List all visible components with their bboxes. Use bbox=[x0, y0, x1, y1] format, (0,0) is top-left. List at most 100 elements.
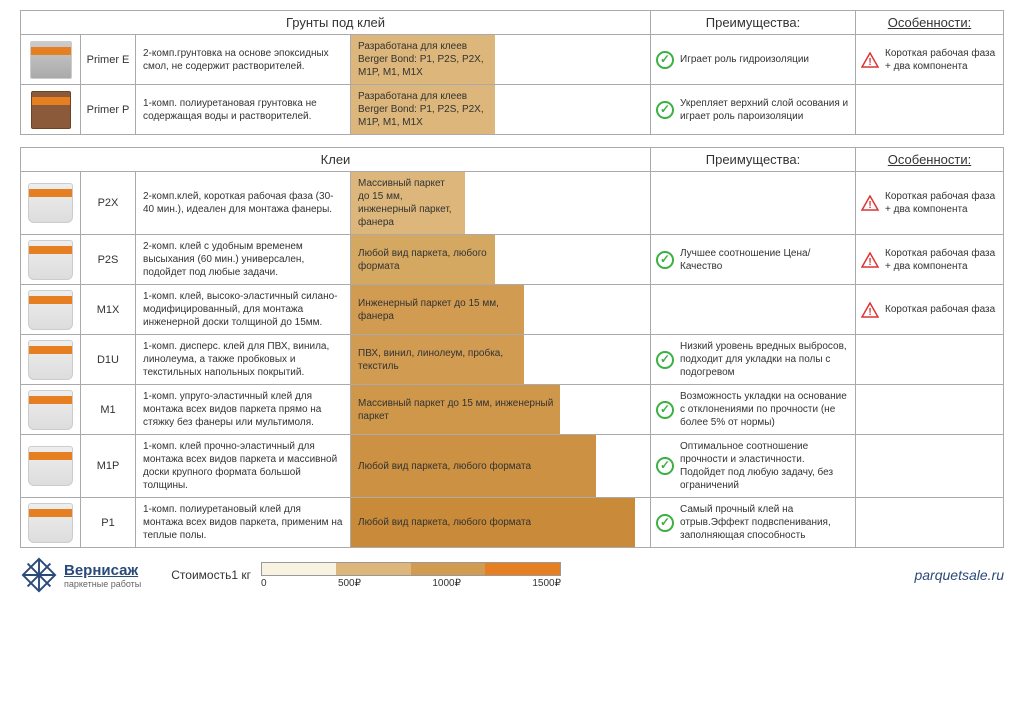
section-header: КлеиПреимущества:Особенности: bbox=[20, 147, 1004, 172]
usage-bar: Массивный паркет до 15 мм, инженерный па… bbox=[351, 172, 465, 234]
check-icon bbox=[656, 401, 674, 419]
feature-text: Короткая рабочая фаза bbox=[885, 303, 995, 316]
product-desc: 2-комп.клей, короткая рабочая фаза (30-4… bbox=[136, 172, 351, 234]
brand-name: Вернисаж bbox=[64, 562, 141, 579]
check-icon bbox=[656, 457, 674, 475]
check-icon bbox=[656, 351, 674, 369]
product-name: P2S bbox=[81, 235, 136, 284]
warn-icon: ! bbox=[861, 52, 879, 68]
svg-text:!: ! bbox=[868, 200, 871, 211]
section-header: Грунты под клейПреимущества:Особенности: bbox=[20, 10, 1004, 35]
advantage-text: Возможность укладки на основание с откло… bbox=[680, 390, 850, 429]
feature-cell: ! Короткая рабочая фаза + два компонента bbox=[856, 35, 1003, 84]
product-row: M1P1-комп. клей прочно-эластичный для мо… bbox=[20, 435, 1004, 498]
scale-tick: 0 bbox=[261, 578, 267, 589]
product-image bbox=[21, 285, 81, 334]
feature-cell: ! Короткая рабочая фаза bbox=[856, 285, 1003, 334]
warn-icon: ! bbox=[861, 195, 879, 211]
product-image bbox=[21, 385, 81, 434]
product-name: Primer E bbox=[81, 35, 136, 84]
product-row: Primer P1-комп. полиуретановая грунтовка… bbox=[20, 85, 1004, 135]
svg-text:!: ! bbox=[868, 57, 871, 68]
brand: Вернисажпаркетные работы bbox=[20, 556, 141, 594]
usage-cell: Разработана для клеев Berger Bond: P1, P… bbox=[351, 35, 651, 84]
usage-cell: Любой вид паркета, любого формата bbox=[351, 235, 651, 284]
usage-bar: Разработана для клеев Berger Bond: P1, P… bbox=[351, 35, 495, 84]
product-image bbox=[21, 35, 81, 84]
usage-bar: Любой вид паркета, любого формата bbox=[351, 435, 596, 497]
advantage-cell: Оптимальное соотношение прочности и элас… bbox=[651, 435, 856, 497]
product-row: P2X2-комп.клей, короткая рабочая фаза (3… bbox=[20, 172, 1004, 235]
product-image bbox=[21, 435, 81, 497]
feat-header: Особенности: bbox=[856, 148, 1003, 171]
brand-sub: паркетные работы bbox=[64, 579, 141, 589]
product-row: Primer E2-комп.грунтовка на основе эпокс… bbox=[20, 35, 1004, 85]
feature-cell bbox=[856, 335, 1003, 384]
feature-cell bbox=[856, 435, 1003, 497]
scale-tick: 1000₽ bbox=[432, 578, 461, 589]
feature-cell bbox=[856, 85, 1003, 134]
feature-text: Короткая рабочая фаза + два компонента bbox=[885, 190, 998, 216]
cost-label: Стоимость1 кг bbox=[171, 568, 251, 582]
product-desc: 1-комп. клей, высоко-эластичный силано-м… bbox=[136, 285, 351, 334]
advantage-text: Лучшее соотношение Цена/Качество bbox=[680, 247, 850, 273]
scale-tick: 500₽ bbox=[338, 578, 361, 589]
product-desc: 2-комп.грунтовка на основе эпоксидных см… bbox=[136, 35, 351, 84]
product-row: P11-комп. полиуретановый клей для монтаж… bbox=[20, 498, 1004, 548]
product-desc: 1-комп. клей прочно-эластичный для монта… bbox=[136, 435, 351, 497]
product-desc: 1-комп. упруго-эластичный клей для монта… bbox=[136, 385, 351, 434]
usage-cell: Массивный паркет до 15 мм, инженерный па… bbox=[351, 385, 651, 434]
check-icon bbox=[656, 101, 674, 119]
advantage-cell: Возможность укладки на основание с откло… bbox=[651, 385, 856, 434]
product-desc: 1-комп. полиуретановая грунтовка не соде… bbox=[136, 85, 351, 134]
feature-text: Короткая рабочая фаза + два компонента bbox=[885, 247, 998, 273]
advantage-text: Укрепляет верхний слой осования и играет… bbox=[680, 97, 850, 123]
logo-icon bbox=[20, 556, 58, 594]
product-image bbox=[21, 172, 81, 234]
feature-cell bbox=[856, 385, 1003, 434]
check-icon bbox=[656, 51, 674, 69]
section-title: Грунты под клей bbox=[21, 11, 651, 34]
product-image bbox=[21, 85, 81, 134]
feature-text: Короткая рабочая фаза + два компонента bbox=[885, 47, 998, 73]
svg-text:!: ! bbox=[868, 307, 871, 318]
feature-cell: ! Короткая рабочая фаза + два компонента bbox=[856, 172, 1003, 234]
usage-cell: Любой вид паркета, любого формата bbox=[351, 435, 651, 497]
product-name: P2X bbox=[81, 172, 136, 234]
warn-icon: ! bbox=[861, 302, 879, 318]
product-name: M1P bbox=[81, 435, 136, 497]
product-row: D1U1-комп. дисперс. клей для ПВХ, винила… bbox=[20, 335, 1004, 385]
adv-header: Преимущества: bbox=[651, 148, 856, 171]
product-name: P1 bbox=[81, 498, 136, 547]
svg-text:!: ! bbox=[868, 257, 871, 268]
product-name: D1U bbox=[81, 335, 136, 384]
advantage-cell bbox=[651, 172, 856, 234]
product-desc: 2-комп. клей с удобным временем высыхани… bbox=[136, 235, 351, 284]
usage-cell: Разработана для клеев Berger Bond: P1, P… bbox=[351, 85, 651, 134]
product-desc: 1-комп. дисперс. клей для ПВХ, винила, л… bbox=[136, 335, 351, 384]
product-name: M1X bbox=[81, 285, 136, 334]
product-desc: 1-комп. полиуретановый клей для монтажа … bbox=[136, 498, 351, 547]
product-name: M1 bbox=[81, 385, 136, 434]
usage-cell: Любой вид паркета, любого формата bbox=[351, 498, 651, 547]
usage-cell: ПВХ, винил, линолеум, пробка, текстиль bbox=[351, 335, 651, 384]
feature-cell: ! Короткая рабочая фаза + два компонента bbox=[856, 235, 1003, 284]
adv-header: Преимущества: bbox=[651, 11, 856, 34]
product-name: Primer P bbox=[81, 85, 136, 134]
legend: Вернисажпаркетные работы Стоимость1 кг 0 50… bbox=[20, 556, 1004, 594]
advantage-text: Оптимальное соотношение прочности и элас… bbox=[680, 440, 850, 492]
usage-cell: Инженерный паркет до 15 мм, фанера bbox=[351, 285, 651, 334]
cost-scale: 0500₽1000₽1500₽ bbox=[261, 562, 561, 589]
usage-bar: ПВХ, винил, линолеум, пробка, текстиль bbox=[351, 335, 524, 384]
product-row: M1X1-комп. клей, высоко-эластичный силан… bbox=[20, 285, 1004, 335]
feature-cell bbox=[856, 498, 1003, 547]
product-row: M11-комп. упруго-эластичный клей для мон… bbox=[20, 385, 1004, 435]
advantage-text: Самый прочный клей на отрыв.Эффект подвс… bbox=[680, 503, 850, 542]
product-row: P2S2-комп. клей с удобным временем высых… bbox=[20, 235, 1004, 285]
advantage-cell: Укрепляет верхний слой осования и играет… bbox=[651, 85, 856, 134]
product-image bbox=[21, 335, 81, 384]
check-icon bbox=[656, 514, 674, 532]
advantage-cell: Лучшее соотношение Цена/Качество bbox=[651, 235, 856, 284]
advantage-cell: Низкий уровень вредных выбросов, подходи… bbox=[651, 335, 856, 384]
usage-bar: Массивный паркет до 15 мм, инженерный па… bbox=[351, 385, 560, 434]
